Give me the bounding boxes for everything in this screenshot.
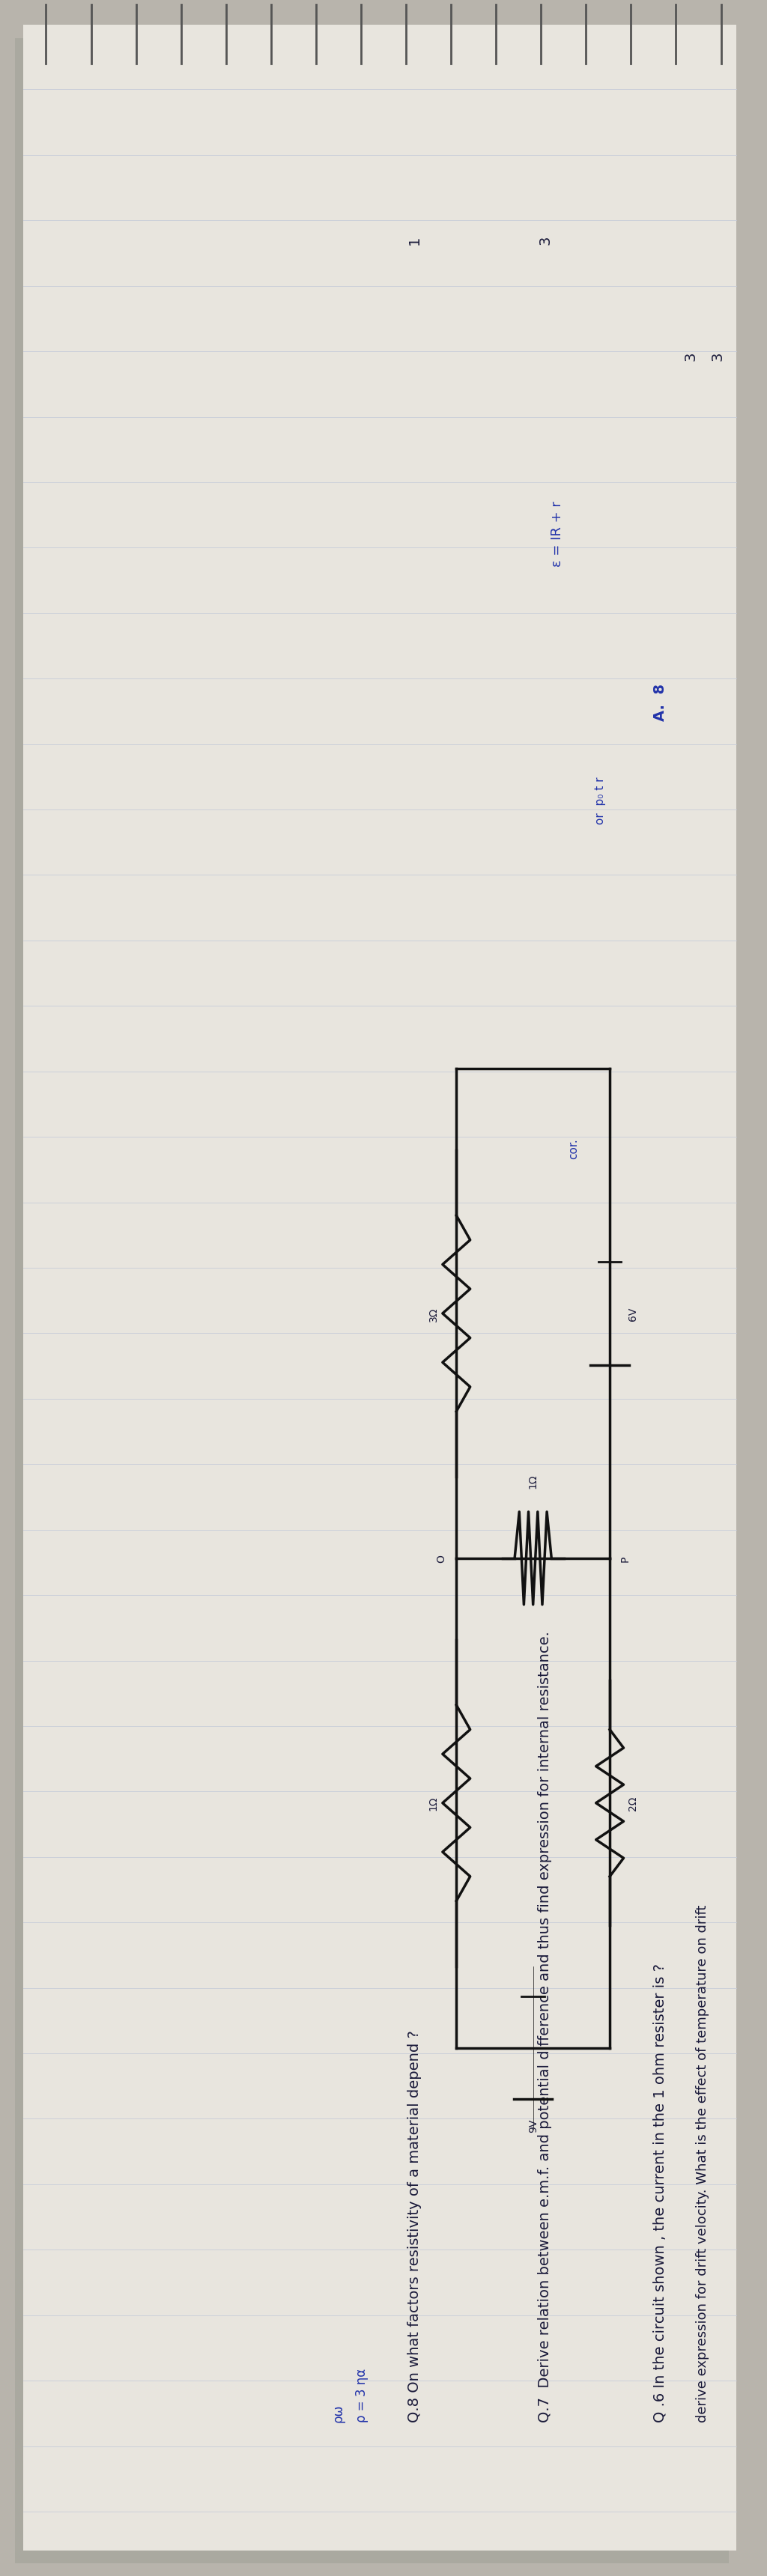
- Text: or  p₀ t r: or p₀ t r: [594, 778, 606, 824]
- Text: 1Ω: 1Ω: [528, 1473, 538, 1489]
- Text: 6V: 6V: [627, 1306, 638, 1321]
- Text: 2Ω: 2Ω: [627, 1795, 638, 1811]
- Text: cor.: cor.: [568, 1139, 579, 1159]
- Text: derive expression for drift velocity. What is the effect of temperature on drift: derive expression for drift velocity. Wh…: [696, 1904, 709, 2421]
- Text: Q.8 On what factors resistivity of a material depend ?: Q.8 On what factors resistivity of a mat…: [407, 2030, 422, 2421]
- Text: 1: 1: [407, 234, 422, 245]
- Text: ρ = 3 ηα: ρ = 3 ηα: [354, 2367, 368, 2421]
- Text: 3: 3: [710, 350, 725, 361]
- Text: 3Ω: 3Ω: [428, 1306, 439, 1321]
- Text: 3: 3: [538, 234, 552, 245]
- Text: A.  8: A. 8: [653, 683, 667, 721]
- Text: O: O: [436, 1553, 446, 1564]
- Text: Q.7  Derive relation between e.m.f. and potential difference and thus find expre: Q.7 Derive relation between e.m.f. and p…: [538, 1631, 552, 2421]
- Text: ε = IR + r: ε = IR + r: [550, 500, 564, 567]
- Text: P: P: [620, 1556, 630, 1561]
- Text: 1Ω: 1Ω: [428, 1795, 439, 1811]
- Text: 3: 3: [683, 350, 698, 361]
- Text: 9V: 9V: [528, 2117, 538, 2133]
- Text: Q .6 In the circuit shown , the current in the 1 ohm resister is ?: Q .6 In the circuit shown , the current …: [653, 1963, 667, 2421]
- Text: ρω: ρω: [331, 2403, 345, 2421]
